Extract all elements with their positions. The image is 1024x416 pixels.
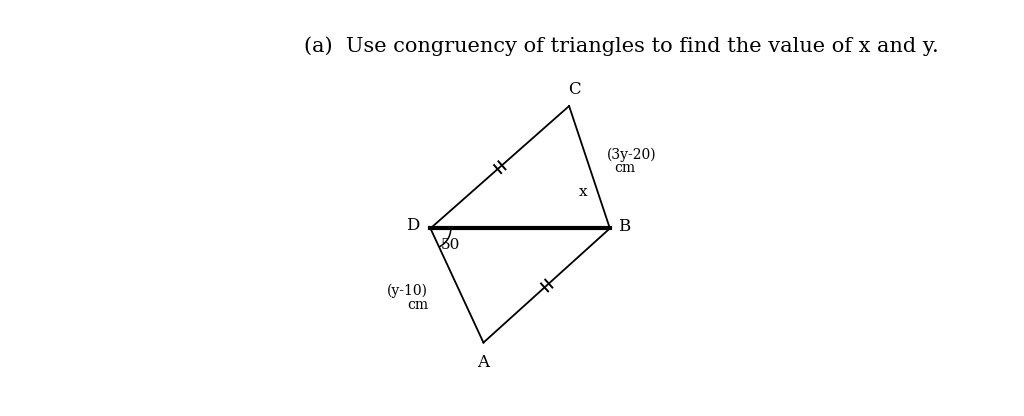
Text: x: x bbox=[579, 185, 588, 199]
Text: B: B bbox=[618, 218, 631, 235]
Text: 50: 50 bbox=[441, 238, 461, 252]
Text: A: A bbox=[476, 354, 488, 371]
Text: (y-10): (y-10) bbox=[387, 284, 428, 298]
Text: C: C bbox=[567, 81, 581, 98]
Text: cm: cm bbox=[614, 161, 636, 175]
Text: cm: cm bbox=[407, 298, 428, 312]
Text: D: D bbox=[406, 217, 419, 234]
Text: (a)  Use congruency of triangles to find the value of x and y.: (a) Use congruency of triangles to find … bbox=[304, 37, 939, 57]
Text: (3y-20): (3y-20) bbox=[606, 148, 656, 162]
